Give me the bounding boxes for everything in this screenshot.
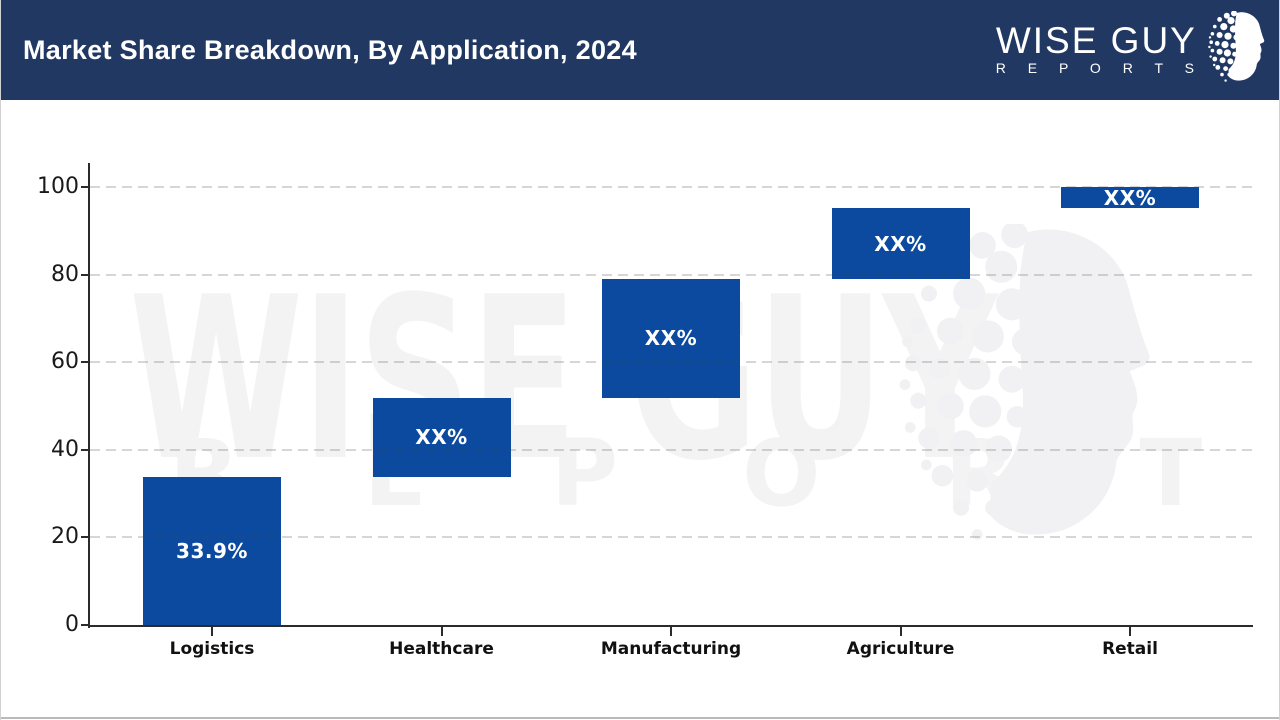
y-tick-label-20: 20 xyxy=(51,524,79,550)
gridline-60 xyxy=(90,361,1253,364)
y-tick-label-40: 40 xyxy=(51,436,79,462)
bar-healthcare: XX% xyxy=(372,397,511,477)
bar-value-label-manufacturing: XX% xyxy=(644,326,698,351)
y-tick-40 xyxy=(81,448,90,451)
x-tick-healthcare xyxy=(440,626,443,636)
category-label-healthcare: Healthcare xyxy=(389,639,494,659)
bar-value-label-retail: XX% xyxy=(1103,185,1157,210)
y-tick-100 xyxy=(81,186,90,188)
gridline-80 xyxy=(90,273,1253,276)
category-label-agriculture: Agriculture xyxy=(846,639,955,659)
y-tick-label-0: 0 xyxy=(65,612,79,637)
y-tick-80 xyxy=(81,273,90,276)
x-tick-logistics xyxy=(211,626,213,636)
y-tick-label-100: 100 xyxy=(37,174,79,199)
category-label-logistics: Logistics xyxy=(169,639,255,659)
wiseguy-logo: WISE GUY R E P O R T S xyxy=(990,11,1267,89)
bar-logistics: 33.9% xyxy=(143,476,281,625)
watermark-wordmark: WISE GUY xyxy=(129,249,997,511)
gridline-100 xyxy=(90,186,1253,188)
gridline-20 xyxy=(90,536,1253,539)
wiseguy-face-icon xyxy=(1208,11,1265,82)
x-tick-retail xyxy=(1129,626,1131,636)
bar-manufacturing: XX% xyxy=(602,278,740,398)
logo-wordmark: WISE GUY xyxy=(995,20,1197,61)
y-tick-20 xyxy=(81,536,90,539)
y-tick-60 xyxy=(81,361,90,364)
bar-value-label-logistics: 33.9% xyxy=(176,538,248,563)
chart-title: Market Share Breakdown, By Application, … xyxy=(23,34,637,65)
bar-value-label-agriculture: XX% xyxy=(874,231,927,256)
header-band: Market Share Breakdown, By Application, … xyxy=(1,0,1279,100)
category-label-manufacturing: Manufacturing xyxy=(600,639,742,659)
y-tick-label-60: 60 xyxy=(51,349,79,375)
category-label-retail: Retail xyxy=(1102,639,1158,659)
x-axis xyxy=(87,624,1253,627)
logo-reports-text: R E P O R T S xyxy=(995,60,1203,76)
bar-retail: XX% xyxy=(1061,185,1199,210)
x-tick-agriculture xyxy=(899,626,902,636)
gridline-40 xyxy=(90,448,1253,451)
bottom-border xyxy=(1,717,1279,719)
bar-agriculture: XX% xyxy=(831,208,970,279)
y-axis xyxy=(87,163,90,628)
x-tick-manufacturing xyxy=(670,626,672,636)
y-tick-0 xyxy=(81,624,90,626)
bar-value-label-healthcare: XX% xyxy=(415,425,468,450)
wiseguy-logo-text: WISE GUY R E P O R T S xyxy=(990,20,1203,77)
y-tick-label-80: 80 xyxy=(51,261,79,287)
